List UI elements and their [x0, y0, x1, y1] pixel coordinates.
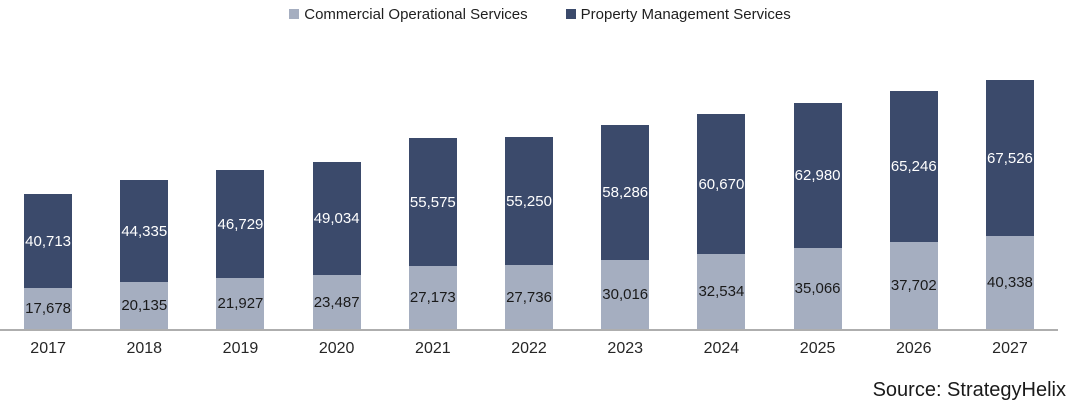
bar-2017: 40,713 17,678 — [24, 194, 73, 329]
legend-item: Commercial Operational Services — [289, 5, 528, 23]
bar-2023: 58,286 30,016 — [601, 125, 650, 329]
bar-value-label: 49,034 — [313, 210, 360, 227]
bar-segment: 62,980 — [793, 103, 842, 248]
bar-2025: 62,980 35,066 — [793, 103, 842, 329]
bar-segment: 20,135 — [120, 282, 169, 329]
bar-value-label: 27,736 — [506, 288, 552, 306]
legend-item: Property Management Services — [565, 5, 791, 23]
bar-value-label: 23,487 — [313, 293, 360, 311]
legend-label: Commercial Operational Services — [304, 5, 528, 23]
bar-slot-2023: 58,286 30,016 — [577, 59, 673, 329]
bar-2018: 44,335 20,135 — [120, 180, 169, 329]
bar-2021: 55,575 27,173 — [408, 138, 457, 329]
bar-segment: 46,729 — [216, 170, 265, 278]
legend-swatch-icon — [565, 9, 576, 19]
bar-value-label: 46,729 — [217, 215, 264, 233]
bar-segment: 67,526 — [985, 80, 1034, 236]
bar-segment: 32,534 — [697, 254, 746, 329]
bar-segment: 40,713 — [24, 194, 73, 288]
bar-segment: 37,702 — [889, 242, 938, 329]
bar-slot-2020: 49,034 23,487 — [289, 59, 385, 329]
x-tick-label: 2022 — [511, 340, 547, 357]
bar-slot-2024: 60,670 32,534 — [673, 59, 769, 329]
bar-value-label: 40,338 — [987, 274, 1033, 291]
bar-segment: 49,034 — [312, 162, 361, 275]
bar-segment: 65,246 — [889, 91, 938, 242]
plot-area: 40,713 17,678 44,335 20,135 46,729 21,927 49,0… — [0, 59, 1058, 331]
bar-value-label: 17,678 — [25, 300, 72, 317]
bar-slot-2018: 44,335 20,135 — [96, 59, 192, 329]
x-tick-label: 2018 — [126, 340, 163, 357]
bar-segment: 55,250 — [505, 137, 554, 265]
bar-value-label: 62,980 — [794, 167, 841, 184]
bar-slot-2027: 67,526 40,338 — [962, 59, 1058, 329]
bar-2020: 49,034 23,487 — [312, 162, 361, 329]
x-tick-label: 2023 — [607, 340, 644, 357]
bar-value-label: 40,713 — [25, 232, 72, 250]
x-tick-label: 2021 — [415, 340, 451, 357]
legend-label: Property Management Services — [580, 5, 791, 23]
bar-value-label: 20,135 — [121, 297, 168, 314]
x-tick-label: 2019 — [222, 340, 259, 357]
bar-2026: 65,246 37,702 — [889, 91, 938, 329]
x-axis-labels: 2017 2018 2019 2020 2021 2022 2023 2024 2025 2026… — [0, 340, 1058, 358]
x-tick-label: 2017 — [30, 340, 66, 357]
bar-segment: 30,016 — [601, 260, 650, 329]
x-tick-label: 2024 — [703, 340, 740, 357]
bar-segment: 21,927 — [216, 278, 265, 329]
bar-2024: 60,670 32,534 — [697, 114, 746, 329]
bar-segment: 40,338 — [985, 236, 1034, 329]
bar-value-label: 60,670 — [698, 175, 745, 193]
bar-segment: 17,678 — [24, 288, 73, 329]
legend-swatch-icon — [289, 9, 300, 19]
bar-segment: 27,736 — [505, 265, 554, 329]
bar-slot-2025: 62,980 35,066 — [770, 59, 866, 329]
bar-segment: 27,173 — [408, 266, 457, 329]
x-tick-label: 2025 — [799, 340, 836, 357]
bar-value-label: 37,702 — [890, 277, 937, 294]
bar-slot-2022: 55,250 27,736 — [481, 59, 577, 329]
bar-value-label: 67,526 — [987, 149, 1033, 167]
x-tick-label: 2020 — [318, 340, 355, 357]
bar-slot-2019: 46,729 21,927 — [192, 59, 288, 329]
bar-2027: 67,526 40,338 — [985, 80, 1034, 329]
bar-value-label: 35,066 — [794, 280, 841, 297]
x-tick-label: 2027 — [992, 340, 1028, 357]
bar-segment: 23,487 — [312, 275, 361, 329]
bar-value-label: 30,016 — [602, 286, 649, 303]
bar-segment: 35,066 — [793, 248, 842, 329]
bar-value-label: 55,575 — [409, 193, 456, 211]
bar-value-label: 32,534 — [698, 283, 745, 300]
bar-2019: 46,729 21,927 — [216, 170, 265, 329]
bar-segment: 44,335 — [120, 180, 169, 282]
x-tick-label: 2026 — [895, 340, 932, 357]
bar-value-label: 58,286 — [602, 184, 649, 201]
bar-slot-2021: 55,575 27,173 — [385, 59, 481, 329]
bar-value-label: 27,173 — [409, 289, 456, 306]
bar-value-label: 44,335 — [121, 222, 168, 240]
bar-slot-2017: 40,713 17,678 — [0, 59, 96, 329]
bar-segment: 55,575 — [408, 138, 457, 266]
bar-segment: 58,286 — [601, 125, 650, 260]
bar-value-label: 55,250 — [506, 192, 552, 210]
bar-value-label: 21,927 — [217, 295, 264, 312]
source-note: Source: StrategyHelix — [872, 379, 1066, 401]
bar-2022: 55,250 27,736 — [505, 137, 554, 329]
bar-segment: 60,670 — [697, 114, 746, 254]
bar-value-label: 65,246 — [890, 158, 937, 175]
bar-slot-2026: 65,246 37,702 — [866, 59, 962, 329]
legend: Commercial Operational Services Property … — [0, 0, 1080, 24]
